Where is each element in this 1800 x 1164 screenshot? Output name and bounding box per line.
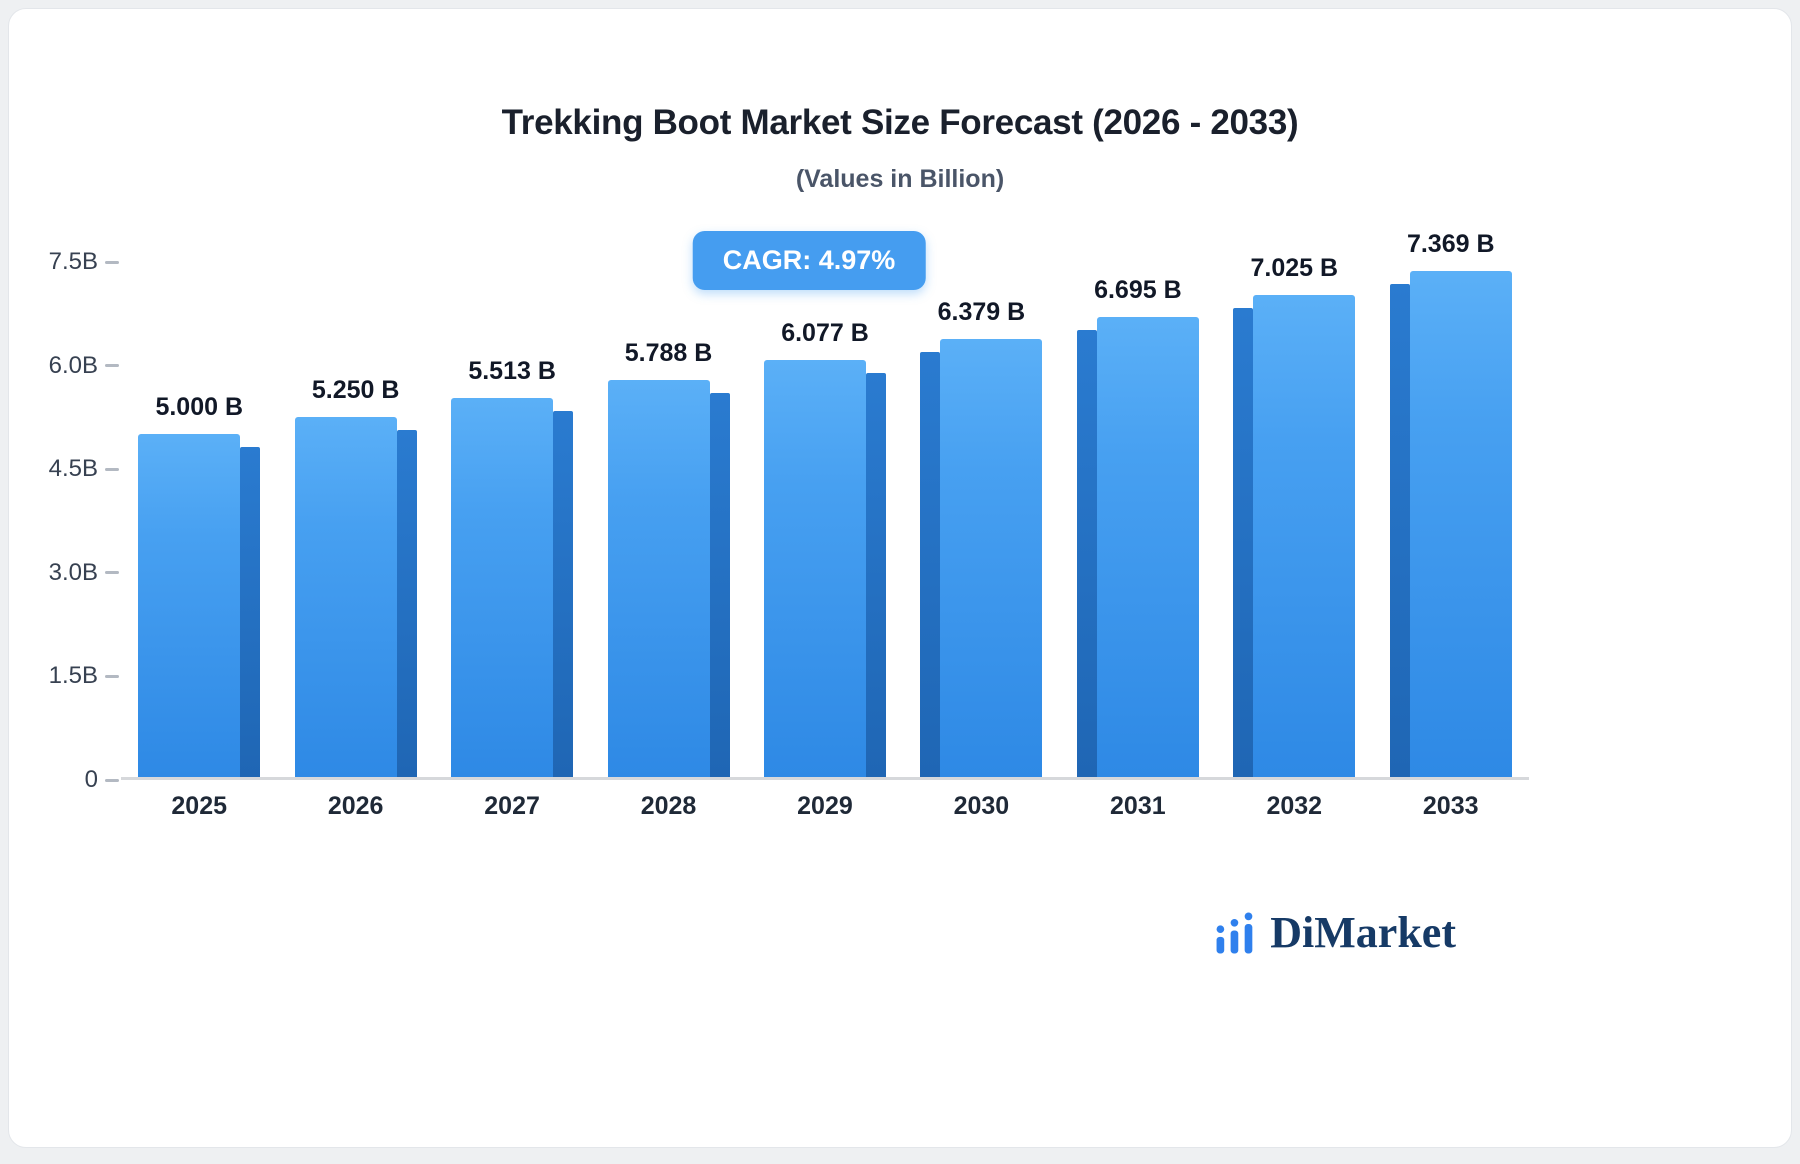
y-tick: 4.5B bbox=[49, 455, 119, 483]
bar-front-face bbox=[1409, 271, 1512, 777]
y-tick-label: 6.0B bbox=[48, 351, 98, 379]
bar-value-label: 6.379 B bbox=[937, 297, 1026, 326]
bar[interactable] bbox=[138, 433, 261, 777]
y-tick: 0 bbox=[85, 766, 119, 794]
y-tick: 7.5B bbox=[49, 248, 119, 276]
y-tick-mark bbox=[105, 778, 119, 782]
bar-column: 5.513 B bbox=[434, 262, 590, 777]
chart-title: Trekking Boot Market Size Forecast (2026… bbox=[501, 103, 1299, 142]
x-axis-label: 2025 bbox=[171, 792, 228, 820]
bar-side-face bbox=[865, 372, 886, 777]
bar-front-face bbox=[607, 379, 710, 777]
chart: 7.5B 6.0B 4.5B 3.0B 1.5B 0 5.000 B 5.250 B 5.51… bbox=[49, 230, 1529, 820]
bar-side-face bbox=[396, 429, 417, 777]
bar[interactable] bbox=[1389, 271, 1512, 777]
dimarket-icon bbox=[1214, 911, 1260, 955]
bar-column: 5.250 B bbox=[277, 262, 433, 777]
bar[interactable] bbox=[763, 359, 886, 777]
bar-column: 7.025 B bbox=[1216, 254, 1372, 777]
bar-side-face bbox=[709, 392, 730, 777]
bar-front-face bbox=[1253, 294, 1356, 777]
bar[interactable] bbox=[920, 338, 1043, 777]
y-tick: 3.0B bbox=[49, 559, 119, 587]
bar-front-face bbox=[138, 433, 241, 777]
bar-value-label: 5.513 B bbox=[468, 357, 556, 386]
y-tick-label: 7.5B bbox=[48, 248, 98, 275]
bar[interactable] bbox=[1233, 294, 1356, 777]
x-axis: 2025 2026 2027 2028 2029 2030 2031 2032 2033 bbox=[121, 792, 1529, 821]
y-tick-label: 0 bbox=[84, 766, 98, 793]
bar-side-face bbox=[240, 446, 261, 777]
chart-card: Trekking Boot Market Size Forecast (2026… bbox=[8, 8, 1792, 1148]
cagr-badge: CAGR: 4.97% bbox=[692, 231, 926, 290]
bar[interactable] bbox=[451, 398, 574, 777]
x-axis-label: 2033 bbox=[1422, 792, 1479, 820]
bar-value-label: 6.695 B bbox=[1094, 276, 1182, 305]
bar-column: 6.077 B bbox=[747, 262, 903, 777]
bar-side-face bbox=[920, 351, 941, 777]
bar-front-face bbox=[294, 416, 397, 777]
x-axis-label: 2027 bbox=[484, 792, 540, 820]
x-axis-label: 2031 bbox=[1110, 792, 1166, 820]
y-tick-label: 3.0B bbox=[48, 558, 98, 586]
bar-front-face bbox=[940, 338, 1043, 777]
brand-logo[interactable]: DiMarket bbox=[1214, 911, 1456, 955]
y-tick-mark bbox=[105, 467, 119, 471]
x-axis-label: 2026 bbox=[327, 792, 384, 820]
x-axis-label: 2030 bbox=[953, 792, 1010, 820]
y-tick-label: 1.5B bbox=[48, 662, 98, 690]
y-tick-mark bbox=[105, 571, 119, 575]
bar-value-label: 5.788 B bbox=[624, 338, 713, 367]
bar-column: 6.379 B bbox=[903, 262, 1059, 777]
bar-column: 5.788 B bbox=[590, 262, 746, 777]
y-tick-mark bbox=[105, 674, 119, 678]
bar[interactable] bbox=[1076, 317, 1199, 777]
bar-front-face bbox=[451, 398, 554, 777]
y-tick-mark bbox=[105, 260, 119, 264]
bar-value-label: 5.000 B bbox=[155, 392, 243, 421]
bar-column: 6.695 B bbox=[1060, 262, 1216, 777]
bar[interactable] bbox=[294, 416, 417, 777]
y-axis: 7.5B 6.0B 4.5B 3.0B 1.5B 0 bbox=[49, 248, 119, 793]
bar-column: 5.000 B bbox=[121, 262, 277, 777]
bar-side-face bbox=[553, 411, 574, 777]
bars: 5.000 B 5.250 B 5.513 B 5.788 B 6.077 B 6.379… bbox=[121, 230, 1529, 777]
bar-value-label: 7.025 B bbox=[1250, 253, 1339, 282]
y-tick-mark bbox=[105, 364, 119, 368]
bar-side-face bbox=[1076, 330, 1097, 777]
x-axis-label: 2032 bbox=[1266, 792, 1323, 820]
x-axis-label: 2028 bbox=[640, 792, 697, 820]
bar-value-label: 7.369 B bbox=[1406, 230, 1495, 258]
bar-side-face bbox=[1233, 307, 1254, 777]
cagr-badge-label: CAGR: 4.97% bbox=[722, 245, 896, 275]
bar-side-face bbox=[1389, 284, 1410, 777]
chart-subtitle: (Values in Billion) bbox=[795, 165, 1005, 193]
brand-name: DiMarket bbox=[1270, 908, 1456, 957]
bar[interactable] bbox=[607, 379, 730, 777]
y-tick: 6.0B bbox=[49, 352, 119, 380]
bar-value-label: 5.250 B bbox=[311, 375, 400, 404]
bar-front-face bbox=[1096, 317, 1199, 777]
bar-value-label: 6.077 B bbox=[781, 318, 869, 347]
plot-area: 5.000 B 5.250 B 5.513 B 5.788 B 6.077 B 6.379… bbox=[121, 230, 1529, 780]
bar-column: 7.369 B bbox=[1373, 230, 1529, 777]
bar-front-face bbox=[763, 359, 866, 777]
y-tick-label: 4.5B bbox=[48, 455, 98, 483]
y-tick: 1.5B bbox=[49, 662, 119, 690]
x-axis-label: 2029 bbox=[797, 792, 853, 820]
